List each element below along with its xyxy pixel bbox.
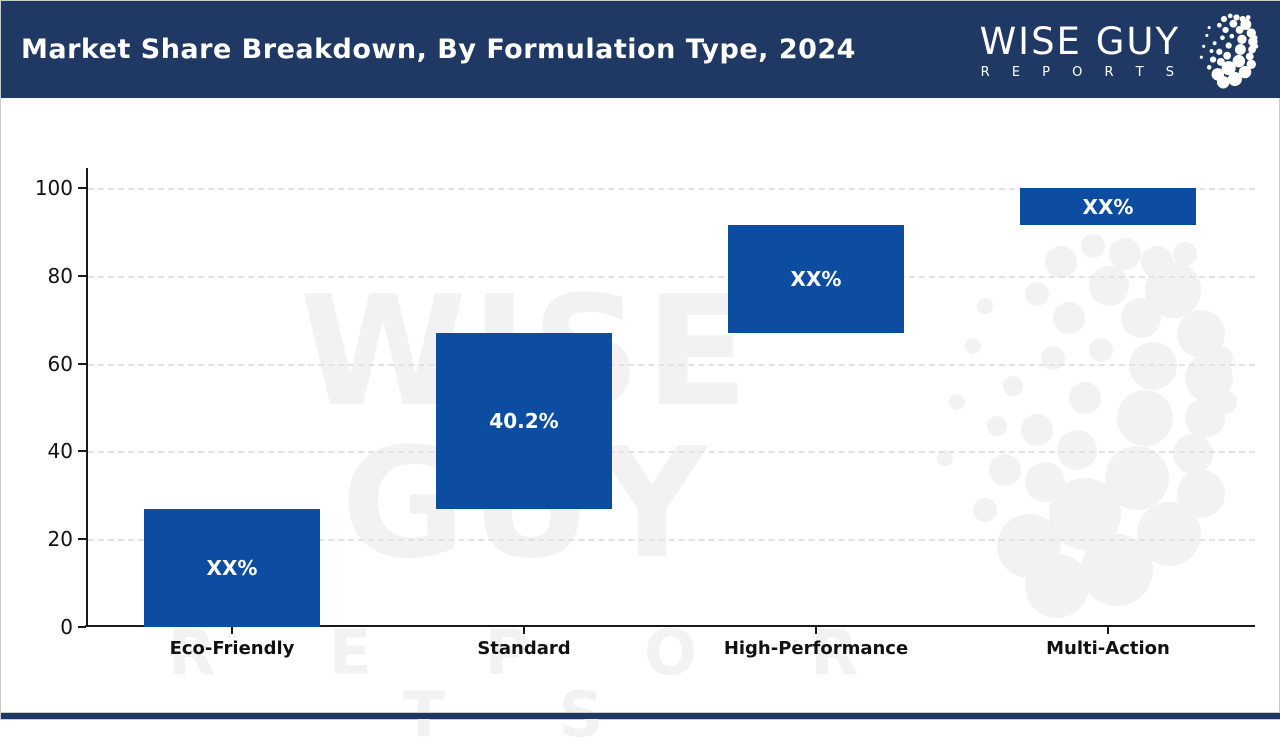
y-tick-mark xyxy=(78,450,86,453)
x-category-label-eco-friendly: Eco-Friendly xyxy=(169,638,295,659)
bar-value-label: XX% xyxy=(1082,194,1134,219)
bar-value-label: 40.2% xyxy=(489,409,559,434)
x-category-label-multi-action: Multi-Action xyxy=(1046,638,1170,659)
y-tick-mark xyxy=(78,187,86,189)
y-tick-mark xyxy=(78,362,86,365)
y-tick-label: 0 xyxy=(60,615,73,639)
x-tick-mark xyxy=(231,627,233,634)
y-tick-label: 40 xyxy=(47,439,73,464)
y-axis-line xyxy=(86,168,88,627)
y-tick-label: 100 xyxy=(34,176,73,200)
bar-standard[interactable]: 40.2% xyxy=(436,332,612,510)
y-tick-label: 80 xyxy=(47,263,73,288)
x-tick-mark xyxy=(1107,627,1109,634)
page-title: Market Share Breakdown, By Formulation T… xyxy=(21,34,856,65)
logo-wordmark: WISE GUY xyxy=(979,20,1181,63)
x-axis-line xyxy=(85,625,1255,627)
x-category-label-standard: Standard xyxy=(477,638,571,659)
footer-bar xyxy=(1,713,1280,719)
waterfall-chart: 0 20 40 60 80 100 XX% Eco-Friendly 40.2% Standard… xyxy=(1,1,1280,721)
wise-guy-reports-logo: WISE GUY R E P O R T S xyxy=(977,9,1263,93)
bar-value-label: XX% xyxy=(206,556,258,581)
y-tick-mark xyxy=(78,274,86,277)
gridline-40 xyxy=(88,451,1255,454)
bar-high-performance[interactable]: XX% xyxy=(728,225,904,333)
gridline-100 xyxy=(88,188,1255,190)
x-tick-mark xyxy=(523,627,525,634)
gridline-80 xyxy=(88,275,1255,278)
bar-eco-friendly[interactable]: XX% xyxy=(144,509,320,627)
x-category-label-high-performance: High-Performance xyxy=(723,638,909,659)
gridline-20 xyxy=(88,539,1255,542)
bar-multi-action[interactable]: XX% xyxy=(1020,188,1196,226)
y-tick-label: 20 xyxy=(47,527,73,552)
header-banner: Market Share Breakdown, By Formulation T… xyxy=(1,1,1280,98)
y-tick-mark xyxy=(78,538,86,541)
footer-rule xyxy=(1,712,1280,713)
bar-value-label: XX% xyxy=(790,267,842,292)
gridline-60 xyxy=(88,363,1255,366)
y-tick-label: 60 xyxy=(47,351,73,376)
logo-subtitle: R E P O R T S xyxy=(980,65,1183,80)
logo-face-icon xyxy=(1199,13,1259,89)
y-tick-mark xyxy=(78,626,86,628)
x-tick-mark xyxy=(815,627,817,634)
